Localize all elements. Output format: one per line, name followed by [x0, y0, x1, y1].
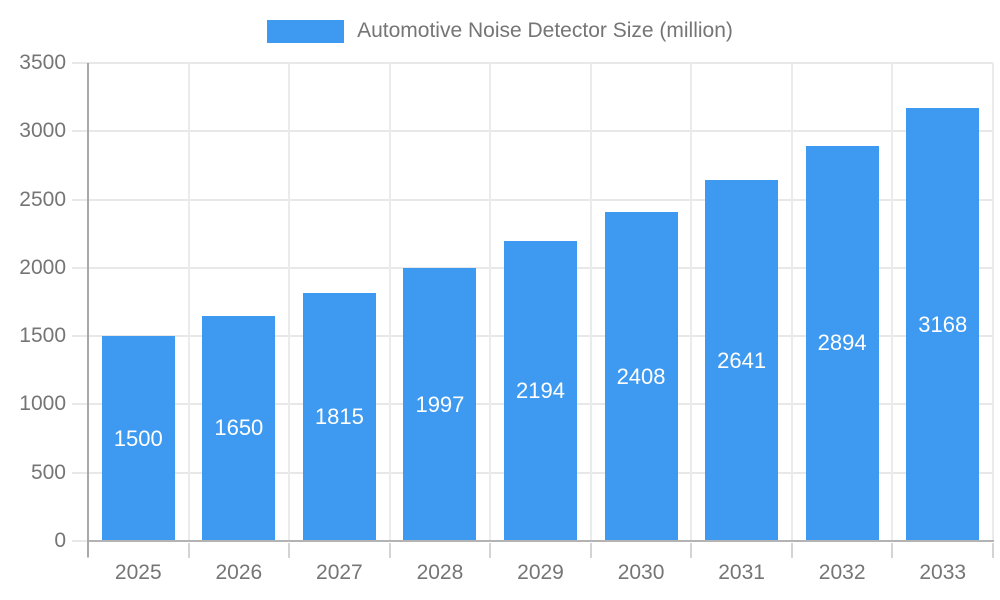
gridline-vertical: [790, 63, 793, 541]
x-axis-tick: [992, 543, 994, 558]
x-axis-tick: [690, 543, 693, 558]
gridline-vertical: [589, 63, 592, 541]
x-axis-tick: [891, 543, 894, 558]
x-axis-tick: [489, 543, 492, 558]
bar[interactable]: [604, 212, 678, 541]
y-axis-tick-label: 3500: [19, 51, 66, 74]
x-axis-tick: [288, 543, 291, 558]
bar-value-label: 2194: [516, 378, 565, 404]
x-axis-tick-label: 2033: [919, 561, 967, 584]
bar[interactable]: [705, 180, 779, 541]
legend-swatch: [267, 19, 345, 43]
y-axis-line: [87, 63, 89, 557]
x-axis-tick-label: 2029: [517, 561, 564, 584]
legend: Automotive Noise Detector Size (million): [0, 17, 1000, 45]
bar[interactable]: [202, 315, 276, 541]
bar[interactable]: [403, 268, 477, 541]
bar-value-label: 2894: [817, 330, 867, 356]
gridline-horizontal: [72, 198, 993, 201]
gridline-vertical: [288, 63, 291, 541]
y-axis-tick-label: 0: [54, 529, 66, 552]
x-axis-tick-label: 2030: [617, 561, 665, 584]
bar[interactable]: [504, 241, 577, 541]
bar-value-label: 2408: [616, 363, 666, 389]
bar-value-label: 3168: [918, 311, 968, 337]
gridline-vertical: [489, 63, 492, 541]
y-axis-tick-label: 2500: [19, 187, 66, 211]
gridline-vertical: [891, 63, 894, 541]
x-axis-tick: [187, 543, 190, 558]
x-axis-tick-label: 2027: [316, 561, 363, 584]
x-axis-tick: [790, 543, 793, 558]
x-axis-tick-label: 2031: [718, 561, 765, 584]
bar-value-label: 2641: [717, 347, 767, 373]
bar-value-label: 1997: [415, 391, 465, 417]
x-axis-tick-label: 2026: [215, 561, 263, 584]
bar[interactable]: [805, 145, 879, 541]
gridline-vertical: [388, 63, 391, 541]
x-axis-tick: [589, 543, 592, 558]
y-axis-tick-label: 500: [30, 460, 66, 484]
gridline-vertical: [187, 63, 190, 541]
x-axis-line: [87, 540, 994, 542]
bar[interactable]: [101, 336, 175, 541]
x-axis-tick-label: 2025: [114, 561, 162, 584]
gridline-horizontal: [72, 62, 993, 64]
gridline-vertical: [992, 63, 994, 541]
y-axis-tick-label: 1000: [19, 392, 66, 416]
bar-value-label: 1650: [214, 415, 264, 441]
y-axis-tick-label: 2000: [19, 255, 66, 279]
x-axis-tick-label: 2028: [416, 561, 464, 584]
bar[interactable]: [906, 108, 980, 541]
gridline-horizontal: [72, 130, 993, 133]
y-axis-tick-label: 1500: [19, 324, 66, 348]
x-axis-tick: [388, 543, 391, 558]
gridline-vertical: [690, 63, 693, 541]
x-axis-tick-label: 2032: [818, 561, 866, 584]
bar[interactable]: [302, 293, 376, 541]
bar-value-label: 1815: [314, 404, 364, 430]
y-axis-tick-label: 3000: [19, 119, 66, 143]
bar-value-label: 1500: [113, 425, 163, 451]
legend-label: Automotive Noise Detector Size (million): [357, 19, 733, 42]
